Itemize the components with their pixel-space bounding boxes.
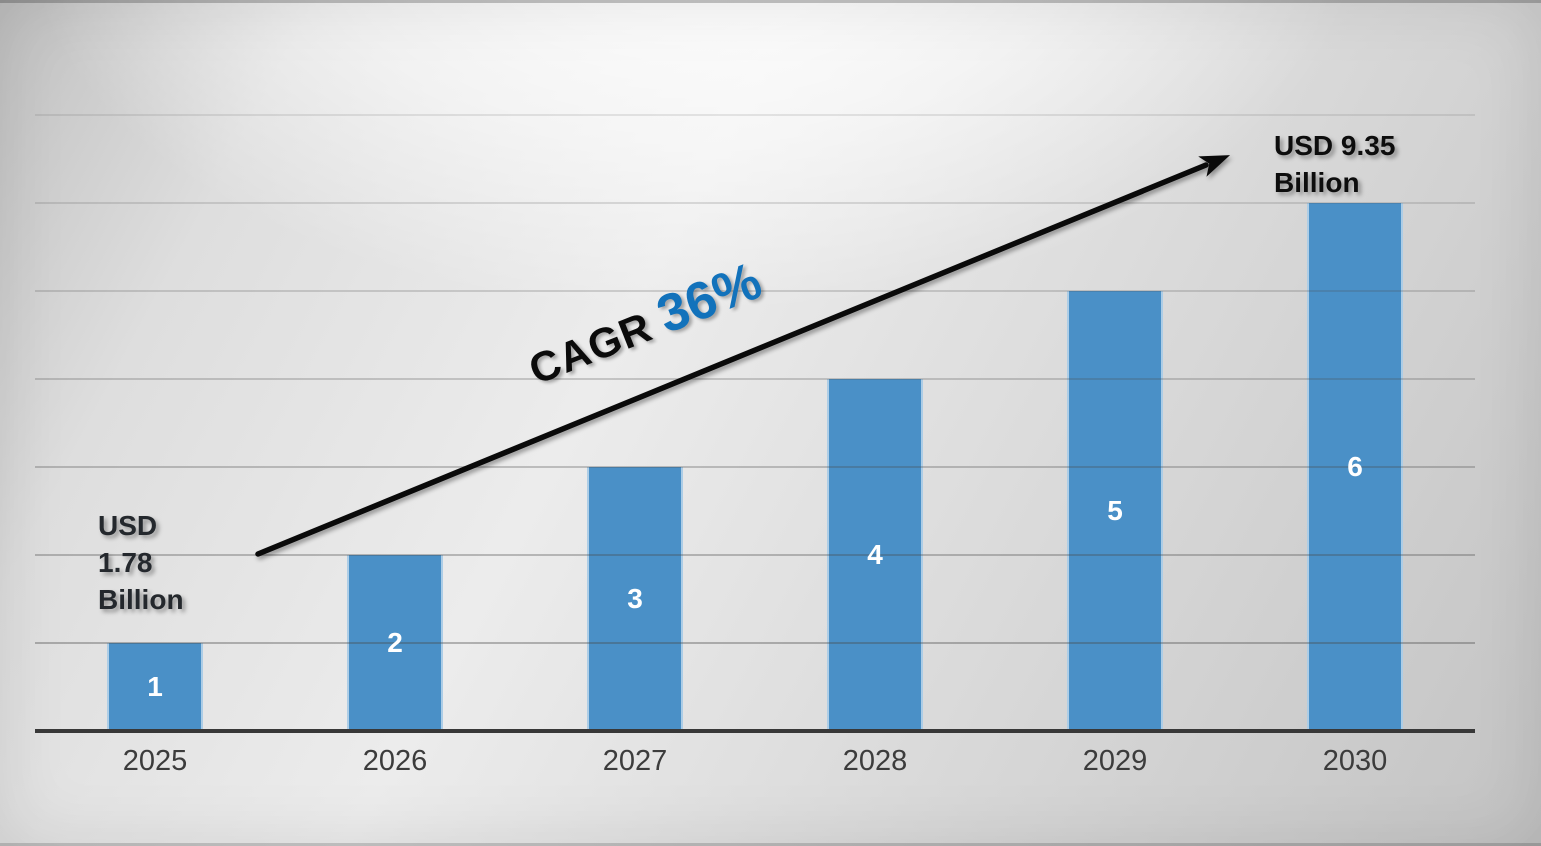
x-axis-line xyxy=(35,729,1475,733)
x-axis-tick-label: 2028 xyxy=(842,745,908,777)
start-value-label: USD 1.78 Billion xyxy=(98,510,184,615)
gridline xyxy=(35,554,1475,556)
bar-value-label: 5 xyxy=(1107,495,1123,526)
gridline xyxy=(35,642,1475,644)
x-axis-tick-label: 2027 xyxy=(602,745,668,777)
x-axis-tick-label: 2030 xyxy=(1322,745,1388,777)
bar-value-label: 6 xyxy=(1347,451,1363,482)
gridline xyxy=(35,378,1475,380)
bar-2026 xyxy=(347,555,443,731)
bar-value-label: 4 xyxy=(867,539,883,570)
bar-value-label: 1 xyxy=(147,671,163,702)
x-axis-tick-label: 2025 xyxy=(122,745,188,777)
gridline xyxy=(35,202,1475,204)
bar-value-label: 2 xyxy=(387,627,403,658)
end-value-label: USD 9.35 Billion xyxy=(1274,130,1396,198)
bar-2030 xyxy=(1307,203,1403,731)
x-axis-tick-label: 2026 xyxy=(362,745,428,777)
bar-2025 xyxy=(107,643,203,731)
bar-value-label: 3 xyxy=(627,583,643,614)
x-axis-tick-label: 2029 xyxy=(1082,745,1148,777)
gridline xyxy=(35,114,1475,116)
gridline xyxy=(35,466,1475,468)
